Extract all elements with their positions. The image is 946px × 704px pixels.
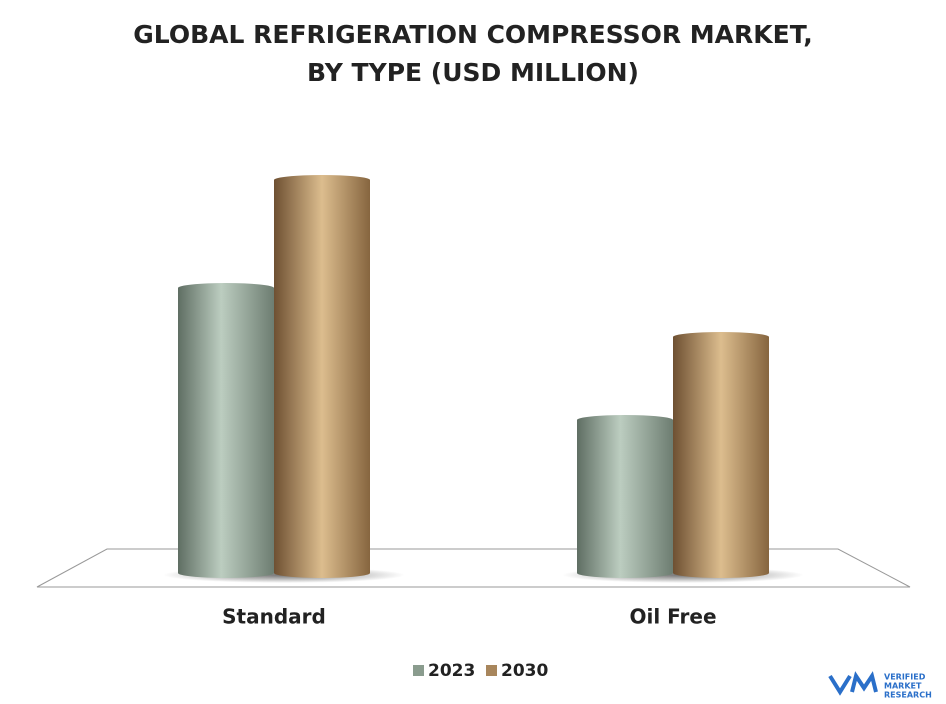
floor: [36, 548, 911, 588]
logo-text: RESEARCH: [884, 691, 932, 700]
x-tick-label: Oil Free: [629, 605, 716, 629]
chart-title: GLOBAL REFRIGERATION COMPRESSOR MARKET,: [133, 20, 812, 49]
bar: [274, 175, 370, 578]
legend-label: 2023: [428, 661, 475, 681]
logo-text: VERIFIED: [884, 673, 926, 682]
bar: [577, 415, 673, 578]
x-tick-label: Standard: [222, 605, 326, 629]
bar: [673, 332, 769, 578]
legend-swatch: [486, 665, 497, 676]
legend-swatch: [413, 665, 424, 676]
chart-subtitle: BY TYPE (USD MILLION): [307, 58, 639, 87]
bar: [178, 283, 274, 578]
logo-text: MARKET: [884, 682, 922, 691]
logo-mark: [828, 671, 878, 696]
legend-label: 2030: [501, 661, 548, 681]
logo: VERIFIED MARKET RESEARCH: [828, 671, 932, 700]
